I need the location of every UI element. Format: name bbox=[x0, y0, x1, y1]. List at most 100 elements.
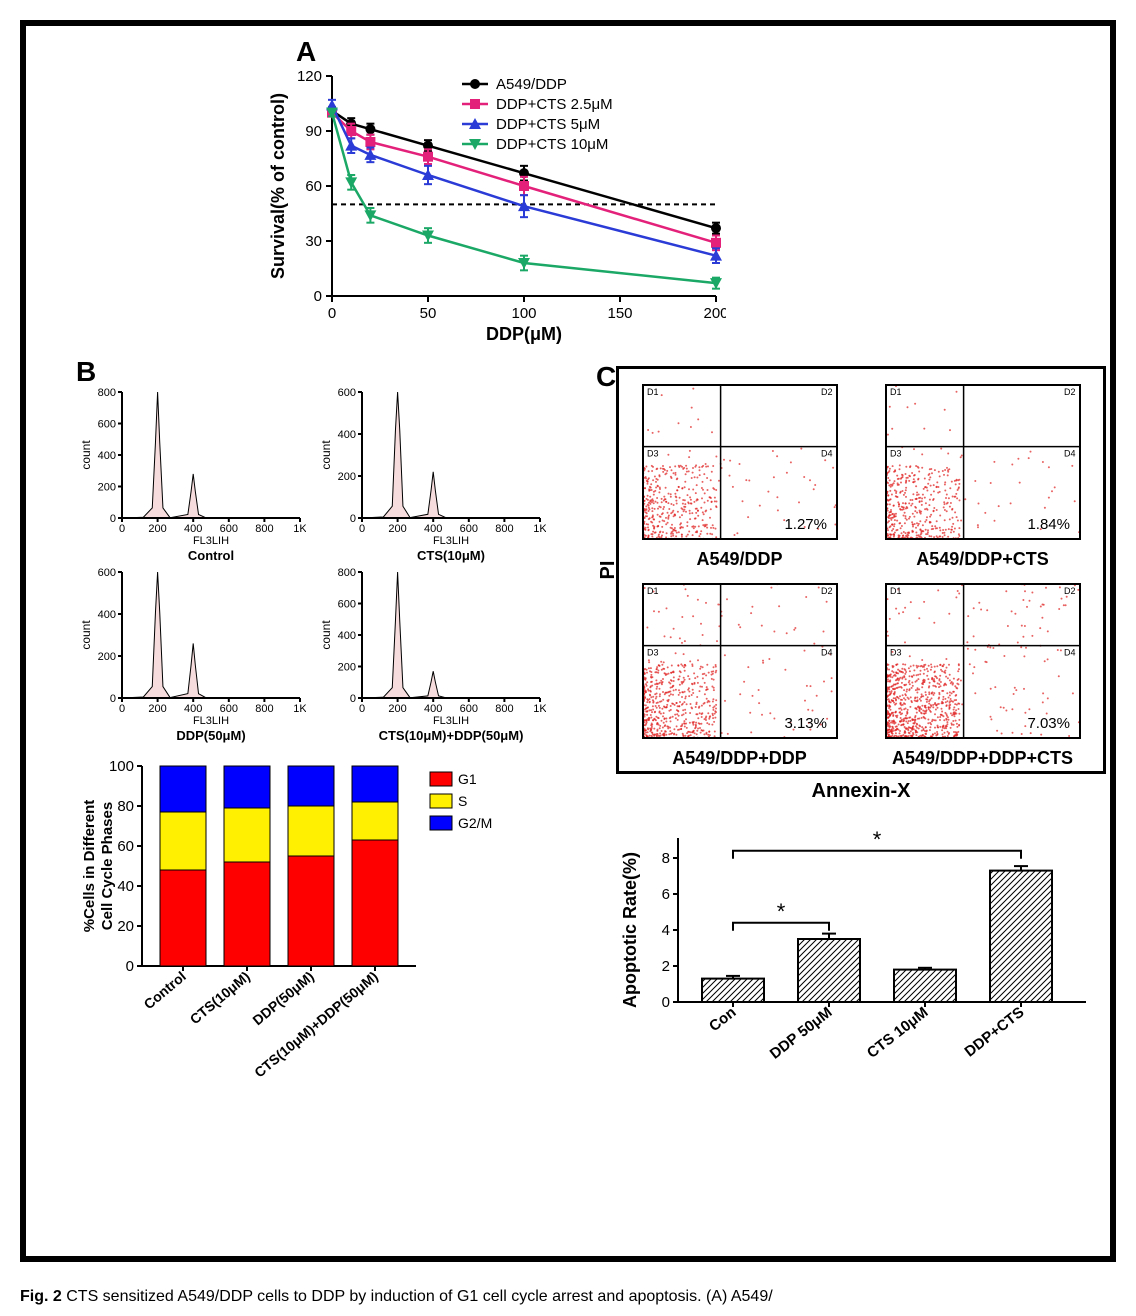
svg-text:G2/M: G2/M bbox=[458, 815, 492, 831]
annexin-axis-label: Annexin-X bbox=[616, 780, 1106, 803]
svg-text:400: 400 bbox=[98, 609, 116, 621]
svg-text:400: 400 bbox=[424, 703, 442, 715]
svg-text:50: 50 bbox=[420, 305, 437, 322]
svg-text:1.84%: 1.84% bbox=[1027, 516, 1070, 533]
figure-caption: Fig. 2 CTS sensitized A549/DDP cells to … bbox=[0, 1282, 1136, 1316]
svg-text:120: 120 bbox=[297, 68, 322, 85]
svg-text:D1: D1 bbox=[647, 586, 659, 596]
svg-text:60: 60 bbox=[305, 178, 322, 195]
svg-text:D2: D2 bbox=[821, 586, 833, 596]
scatter-quad-frame: PI D1 D2 D3 D4 1.27% A549/DDP D1 D2 bbox=[616, 366, 1106, 774]
svg-text:0: 0 bbox=[359, 523, 365, 535]
svg-text:CTS 10μM: CTS 10μM bbox=[864, 1004, 932, 1062]
pi-axis-label: PI bbox=[597, 561, 620, 580]
svg-text:count: count bbox=[319, 440, 333, 470]
svg-text:400: 400 bbox=[98, 450, 116, 462]
svg-text:D1: D1 bbox=[647, 387, 659, 397]
scatter-quadrant: D1 D2 D3 D4 7.03% A549/DDP+DDP+CTS bbox=[870, 576, 1095, 769]
svg-text:A549/DDP: A549/DDP bbox=[496, 76, 567, 93]
svg-text:80: 80 bbox=[117, 798, 134, 815]
svg-text:DDP(50μM): DDP(50μM) bbox=[176, 728, 245, 743]
svg-text:FL3LIH: FL3LIH bbox=[433, 715, 469, 727]
svg-text:D4: D4 bbox=[1064, 449, 1076, 459]
svg-text:count: count bbox=[79, 620, 93, 650]
svg-text:30: 30 bbox=[305, 233, 322, 250]
svg-text:DDP+CTS 10μM: DDP+CTS 10μM bbox=[496, 136, 608, 153]
svg-text:D4: D4 bbox=[821, 648, 833, 658]
svg-text:Con: Con bbox=[706, 1004, 739, 1035]
svg-text:0: 0 bbox=[119, 523, 125, 535]
svg-text:D3: D3 bbox=[647, 648, 659, 658]
svg-text:0: 0 bbox=[126, 958, 134, 975]
panel-b-label: B bbox=[76, 356, 96, 388]
svg-text:4: 4 bbox=[662, 922, 670, 939]
svg-text:200: 200 bbox=[148, 523, 166, 535]
svg-text:*: * bbox=[777, 899, 786, 924]
svg-text:0: 0 bbox=[314, 288, 322, 305]
svg-text:60: 60 bbox=[117, 838, 134, 855]
svg-text:Survival(% of control): Survival(% of control) bbox=[268, 93, 288, 279]
svg-text:400: 400 bbox=[184, 523, 202, 535]
svg-text:0: 0 bbox=[110, 693, 116, 705]
panel-a-svg: 0306090120050100150200DDP(μM)Survival(% … bbox=[266, 66, 726, 346]
svg-text:count: count bbox=[79, 440, 93, 470]
svg-text:FL3LIH: FL3LIH bbox=[193, 535, 229, 547]
svg-text:D4: D4 bbox=[821, 449, 833, 459]
svg-text:D2: D2 bbox=[1064, 586, 1076, 596]
apoptosis-bar-chart: 02468Apoptotic Rate(%)ConDDP 50μMCTS 10μ… bbox=[616, 828, 1096, 1088]
svg-text:FL3LIH: FL3LIH bbox=[433, 535, 469, 547]
svg-text:6: 6 bbox=[662, 886, 670, 903]
quadrant-label: A549/DDP+DDP bbox=[627, 748, 852, 769]
apoptosis-bar-svg: 02468Apoptotic Rate(%)ConDDP 50μMCTS 10μ… bbox=[616, 828, 1096, 1088]
svg-text:400: 400 bbox=[424, 523, 442, 535]
svg-text:150: 150 bbox=[607, 305, 632, 322]
svg-text:CTS(10μM): CTS(10μM) bbox=[417, 548, 485, 563]
svg-text:600: 600 bbox=[338, 599, 356, 611]
svg-text:0: 0 bbox=[350, 513, 356, 525]
scatter-quadrant: D1 D2 D3 D4 1.84% A549/DDP+CTS bbox=[870, 377, 1095, 570]
svg-text:200: 200 bbox=[338, 471, 356, 483]
svg-text:CTS(10μM): CTS(10μM) bbox=[187, 968, 253, 1027]
svg-text:CTS(10μM)+DDP(50μM): CTS(10μM)+DDP(50μM) bbox=[251, 968, 381, 1081]
svg-text:200: 200 bbox=[98, 482, 116, 494]
svg-text:0: 0 bbox=[119, 703, 125, 715]
svg-text:G1: G1 bbox=[458, 771, 477, 787]
svg-text:200: 200 bbox=[703, 305, 726, 322]
svg-text:DDP 50μM: DDP 50μM bbox=[767, 1004, 836, 1063]
svg-text:600: 600 bbox=[98, 567, 116, 579]
histogram-cell: 020040060080002004006008001K count FL3LI… bbox=[316, 566, 546, 746]
histogram-cell: 020040060002004006008001K count FL3LIH C… bbox=[316, 386, 546, 566]
scatter-quadrant: D1 D2 D3 D4 1.27% A549/DDP bbox=[627, 377, 852, 570]
svg-text:DDP+CTS: DDP+CTS bbox=[961, 1004, 1027, 1061]
svg-text:90: 90 bbox=[305, 123, 322, 140]
scatter-quadrant: D1 D2 D3 D4 3.13% A549/DDP+DDP bbox=[627, 576, 852, 769]
panel-a-chart: 0306090120050100150200DDP(μM)Survival(% … bbox=[266, 66, 726, 346]
svg-text:FL3LIH: FL3LIH bbox=[193, 715, 229, 727]
svg-text:800: 800 bbox=[495, 703, 513, 715]
svg-text:D3: D3 bbox=[890, 449, 902, 459]
panel-c: C PI D1 D2 D3 D4 1.27% A549/DDP D1 bbox=[586, 366, 1106, 1088]
svg-text:800: 800 bbox=[255, 703, 273, 715]
svg-text:8: 8 bbox=[662, 850, 670, 867]
svg-text:200: 200 bbox=[338, 662, 356, 674]
histogram-grid: 0 200 400 600 800 0 200 400 600 800 1K count FL3LI… bbox=[76, 386, 546, 746]
svg-text:600: 600 bbox=[98, 419, 116, 431]
svg-text:600: 600 bbox=[338, 387, 356, 399]
svg-text:Control: Control bbox=[188, 548, 234, 563]
svg-text:400: 400 bbox=[338, 429, 356, 441]
svg-text:0: 0 bbox=[359, 703, 365, 715]
stacked-bar-chart: 020406080100%Cells in DifferentCell Cycl… bbox=[76, 756, 496, 1116]
quadrant-label: A549/DDP+CTS bbox=[870, 549, 1095, 570]
svg-text:1K: 1K bbox=[533, 523, 546, 535]
svg-text:%Cells in Different: %Cells in Different bbox=[81, 800, 98, 933]
svg-text:1K: 1K bbox=[533, 703, 546, 715]
svg-text:D2: D2 bbox=[821, 387, 833, 397]
svg-text:D1: D1 bbox=[890, 387, 902, 397]
caption-text: CTS sensitized A549/DDP cells to DDP by … bbox=[66, 1288, 772, 1305]
svg-text:20: 20 bbox=[117, 918, 134, 935]
svg-text:DDP+CTS 5μM: DDP+CTS 5μM bbox=[496, 116, 600, 133]
svg-text:D3: D3 bbox=[647, 449, 659, 459]
svg-text:0: 0 bbox=[662, 994, 670, 1011]
svg-text:1.27%: 1.27% bbox=[784, 516, 827, 533]
svg-text:800: 800 bbox=[255, 523, 273, 535]
